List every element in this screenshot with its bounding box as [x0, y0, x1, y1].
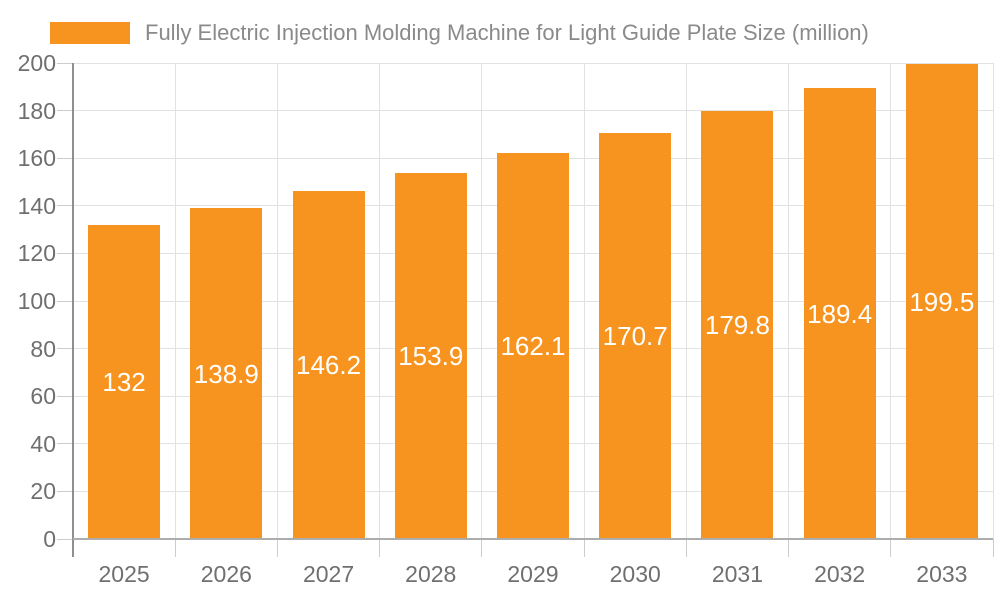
- y-axis-tick: [57, 490, 73, 492]
- bar: [599, 132, 672, 539]
- legend: Fully Electric Injection Molding Machine…: [50, 22, 869, 44]
- y-axis-tick: [57, 300, 73, 302]
- bar-value-label: 170.7: [602, 320, 668, 351]
- bar: [803, 88, 876, 539]
- y-tick-label: 120: [17, 240, 56, 267]
- v-gridline: [992, 63, 994, 539]
- y-tick-label: 40: [30, 430, 56, 457]
- x-axis-line: [73, 538, 993, 540]
- bar-value-label: 132: [102, 366, 146, 397]
- x-axis-tick: [992, 539, 994, 557]
- bar: [496, 153, 570, 539]
- bar-value-label: 189.4: [807, 298, 873, 329]
- v-gridline: [276, 63, 278, 539]
- y-axis-line: [71, 63, 74, 557]
- bar: [701, 111, 774, 539]
- x-tick-label: 2032: [814, 561, 866, 587]
- y-tick-label: 140: [17, 192, 56, 219]
- y-tick-label: 180: [17, 97, 56, 124]
- y-tick-label: 160: [17, 145, 56, 172]
- bar: [88, 224, 161, 539]
- x-axis-tick: [481, 539, 483, 557]
- v-gridline: [890, 63, 892, 539]
- legend-label: Fully Electric Injection Molding Machine…: [145, 20, 869, 45]
- v-gridline: [685, 63, 687, 539]
- v-gridline: [481, 63, 483, 539]
- x-axis-tick: [276, 539, 278, 557]
- v-gridline: [174, 63, 176, 539]
- bar: [905, 64, 978, 539]
- y-tick-label: 80: [30, 335, 56, 362]
- x-axis-tick: [583, 539, 585, 557]
- bar-value-label: 199.5: [909, 286, 975, 317]
- x-tick-label: 2030: [609, 561, 661, 587]
- y-axis-tick: [57, 157, 73, 159]
- y-axis-tick: [57, 443, 73, 445]
- h-gridline: [73, 62, 993, 64]
- bar: [190, 208, 263, 539]
- bar-value-label: 138.9: [193, 358, 259, 389]
- bar: [394, 172, 467, 539]
- x-tick-label: 2028: [405, 561, 457, 587]
- x-tick-label: 2025: [98, 561, 150, 587]
- y-tick-label: 60: [30, 383, 56, 410]
- y-axis-tick: [57, 110, 73, 112]
- y-tick-label: 100: [17, 288, 56, 314]
- x-tick-label: 2031: [711, 561, 764, 587]
- bar: [292, 191, 365, 539]
- x-axis-tick: [788, 539, 790, 557]
- bar-value-label: 146.2: [296, 350, 362, 381]
- x-axis-tick: [379, 539, 381, 557]
- x-tick-label: 2033: [916, 561, 968, 587]
- y-axis-tick: [57, 252, 73, 254]
- y-axis-tick: [57, 395, 73, 397]
- x-axis-tick: [174, 539, 176, 557]
- y-axis-tick: [57, 538, 73, 540]
- bar-value-label: 162.1: [500, 331, 566, 362]
- y-axis-tick: [57, 205, 73, 207]
- bar-value-label: 153.9: [398, 340, 464, 371]
- legend-swatch: [50, 22, 130, 44]
- h-gridline: [73, 110, 993, 112]
- y-tick-label: 20: [30, 478, 56, 505]
- bar-value-label: 179.8: [704, 310, 770, 341]
- y-axis-tick: [57, 348, 73, 350]
- x-axis-tick: [890, 539, 892, 557]
- x-tick-label: 2029: [507, 561, 559, 587]
- v-gridline: [788, 63, 790, 539]
- v-gridline: [379, 63, 381, 539]
- x-tick-label: 2026: [200, 561, 252, 587]
- y-axis-tick: [57, 62, 73, 64]
- x-axis-tick: [685, 539, 687, 557]
- x-tick-label: 2027: [302, 561, 355, 587]
- y-tick-label: 200: [17, 50, 56, 76]
- y-tick-label: 0: [43, 526, 56, 552]
- v-gridline: [583, 63, 585, 539]
